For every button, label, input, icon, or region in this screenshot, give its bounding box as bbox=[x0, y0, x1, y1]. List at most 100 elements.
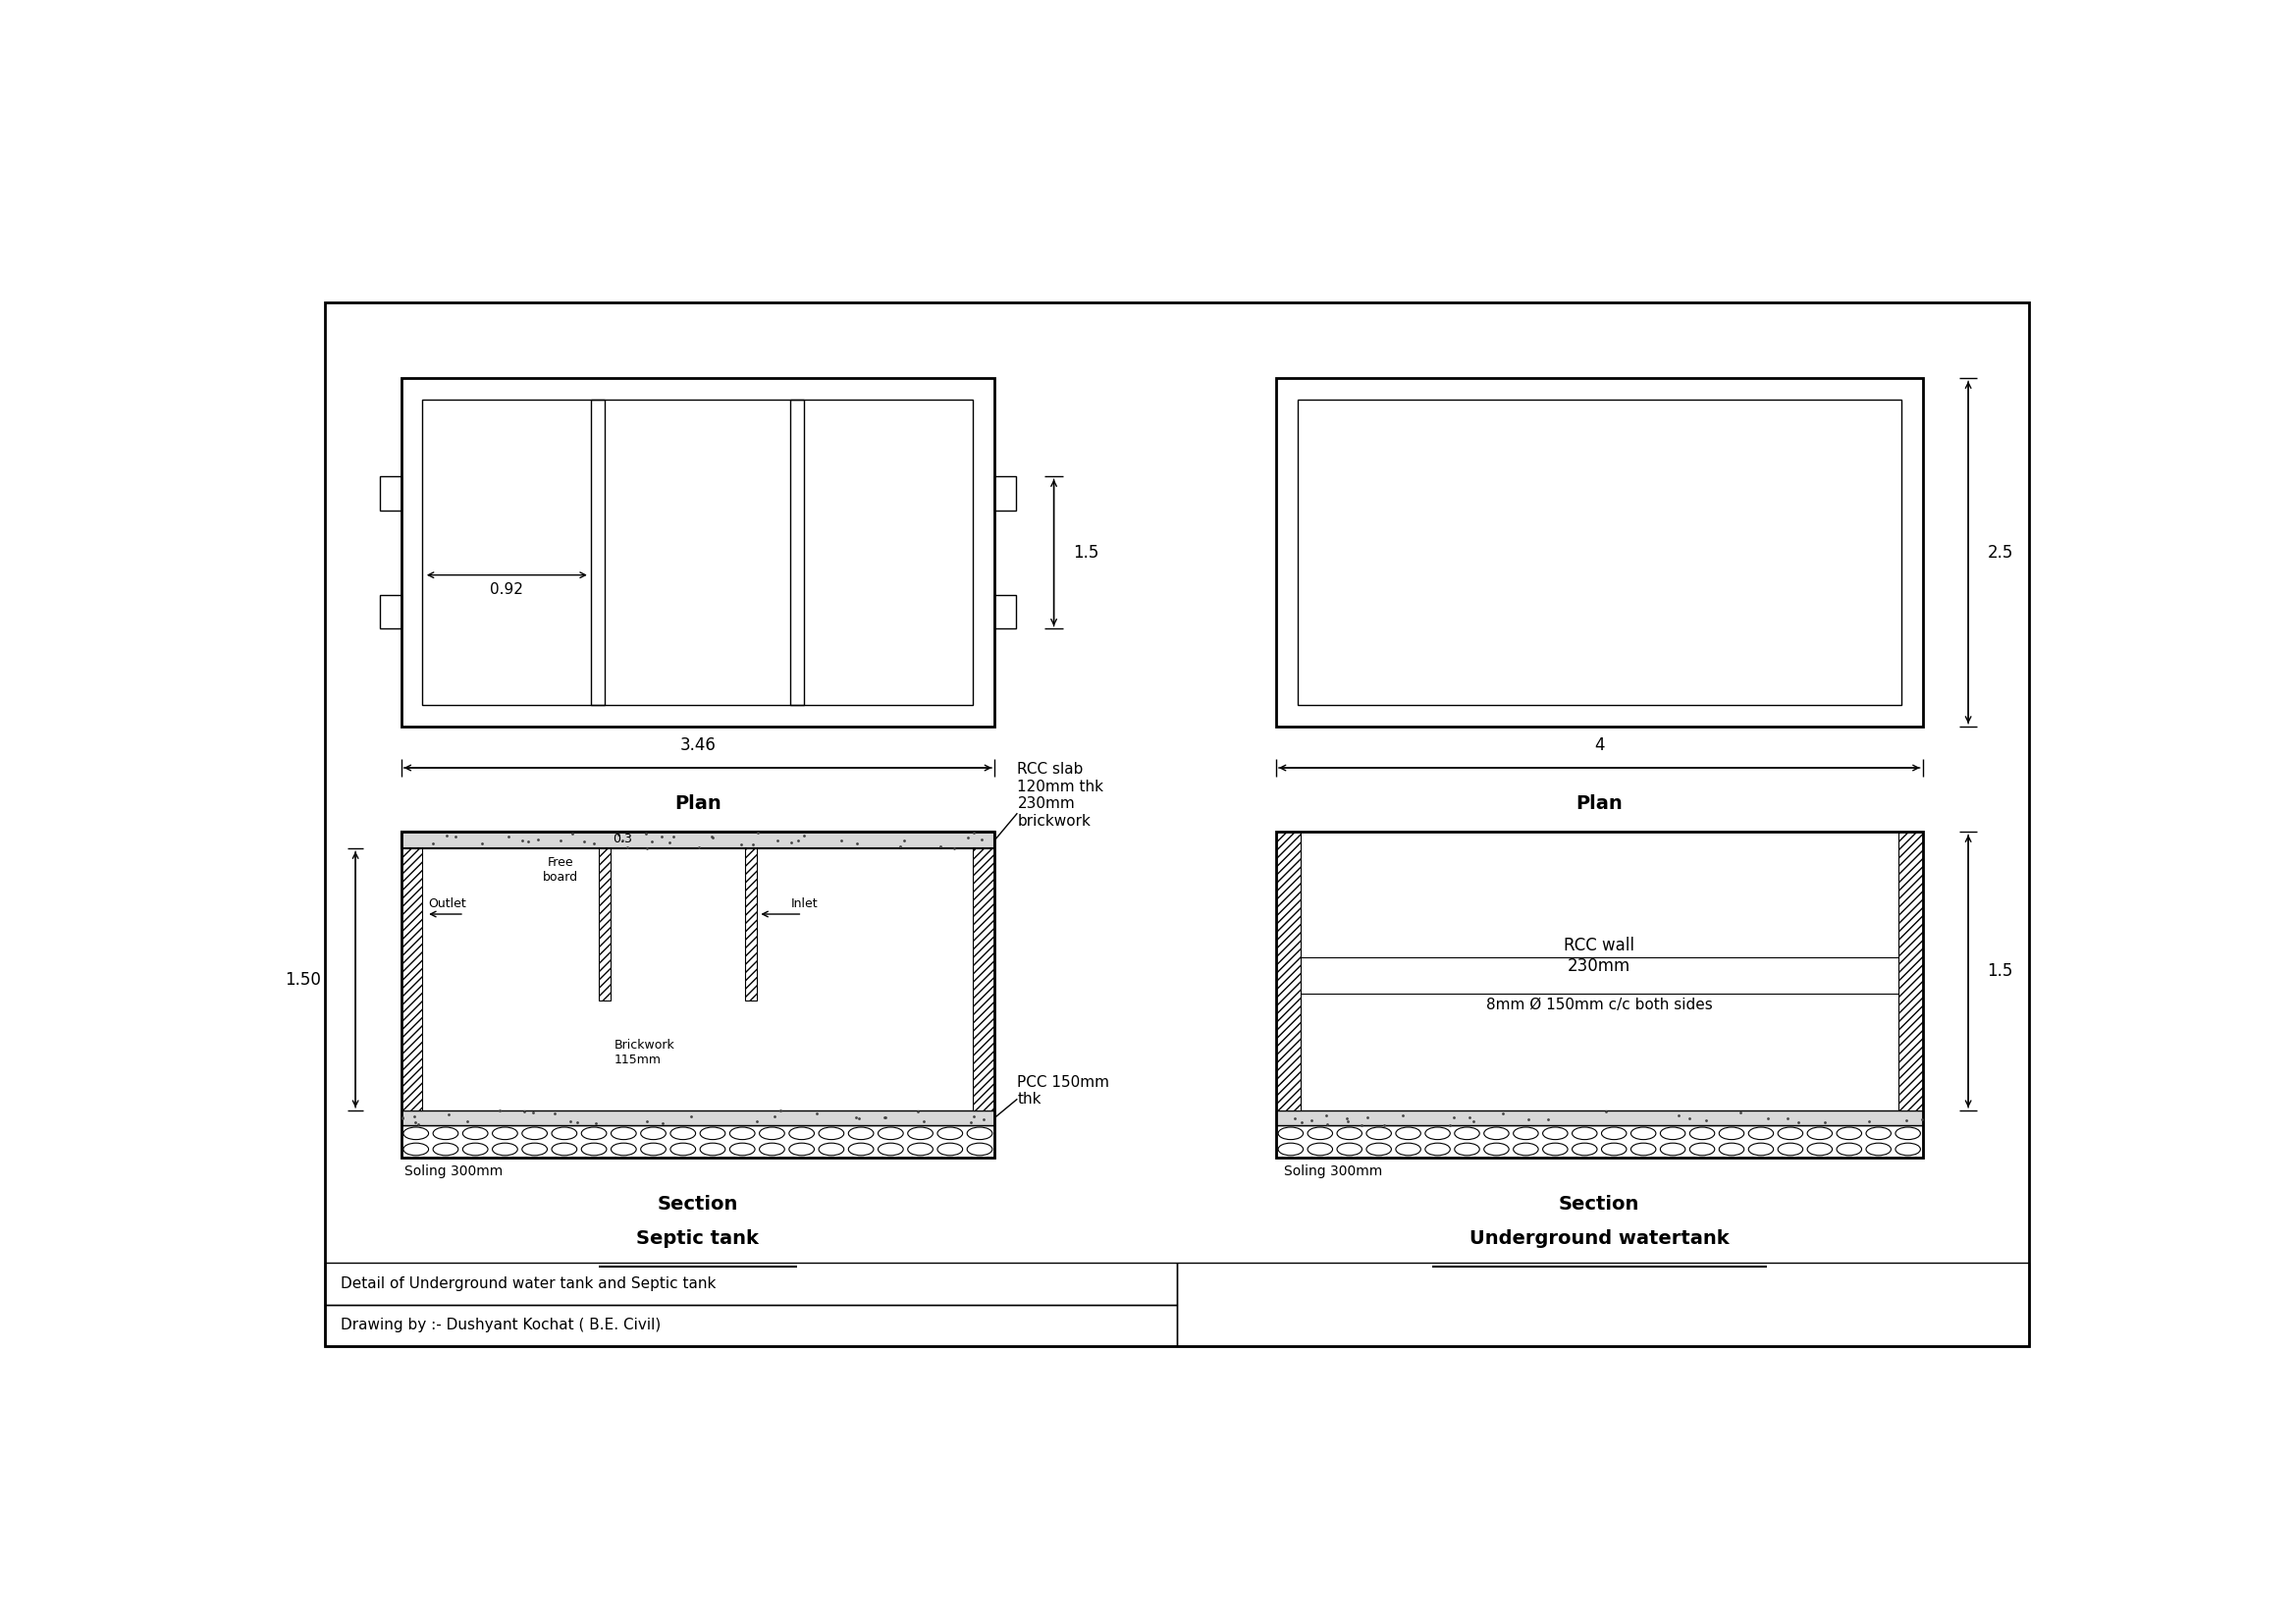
Ellipse shape bbox=[730, 1143, 755, 1156]
Ellipse shape bbox=[464, 1128, 487, 1139]
Ellipse shape bbox=[790, 1143, 815, 1156]
Ellipse shape bbox=[907, 1143, 932, 1156]
Ellipse shape bbox=[730, 1128, 755, 1139]
Bar bbox=[422, 399, 974, 704]
Text: Soling 300mm: Soling 300mm bbox=[1283, 1165, 1382, 1178]
Ellipse shape bbox=[1660, 1143, 1685, 1156]
Ellipse shape bbox=[491, 1128, 517, 1139]
Ellipse shape bbox=[581, 1143, 606, 1156]
Text: 1.5: 1.5 bbox=[1072, 544, 1100, 562]
Ellipse shape bbox=[1279, 1128, 1304, 1139]
Text: Underground watertank: Underground watertank bbox=[1469, 1229, 1729, 1248]
Bar bbox=[379, 477, 402, 511]
Text: Detail of Underground water tank and Septic tank: Detail of Underground water tank and Sep… bbox=[340, 1276, 716, 1292]
Bar bbox=[994, 596, 1015, 628]
Ellipse shape bbox=[700, 1143, 726, 1156]
Ellipse shape bbox=[641, 1143, 666, 1156]
Ellipse shape bbox=[1456, 1128, 1479, 1139]
Bar bbox=[402, 833, 994, 1157]
Ellipse shape bbox=[967, 1143, 992, 1156]
Text: 4: 4 bbox=[1593, 737, 1605, 755]
Ellipse shape bbox=[670, 1143, 696, 1156]
Bar bbox=[402, 1110, 994, 1125]
Ellipse shape bbox=[521, 1143, 546, 1156]
Ellipse shape bbox=[491, 1143, 517, 1156]
Ellipse shape bbox=[1690, 1128, 1715, 1139]
Text: Inlet: Inlet bbox=[790, 898, 817, 911]
Ellipse shape bbox=[1603, 1143, 1626, 1156]
Text: 0.3: 0.3 bbox=[613, 833, 631, 846]
Ellipse shape bbox=[1279, 1143, 1304, 1156]
Ellipse shape bbox=[1777, 1143, 1802, 1156]
Ellipse shape bbox=[1777, 1128, 1802, 1139]
Ellipse shape bbox=[700, 1128, 726, 1139]
Ellipse shape bbox=[434, 1143, 459, 1156]
Ellipse shape bbox=[1807, 1143, 1832, 1156]
Text: Soling 300mm: Soling 300mm bbox=[404, 1165, 503, 1178]
Text: PCC 150mm
thk: PCC 150mm thk bbox=[1017, 1074, 1109, 1107]
Ellipse shape bbox=[1837, 1143, 1862, 1156]
Bar bbox=[1277, 833, 1922, 1157]
Ellipse shape bbox=[1867, 1143, 1892, 1156]
Ellipse shape bbox=[1720, 1128, 1745, 1139]
Bar bbox=[402, 833, 994, 849]
Ellipse shape bbox=[1396, 1128, 1421, 1139]
Bar bbox=[379, 596, 402, 628]
Ellipse shape bbox=[551, 1143, 576, 1156]
Bar bbox=[994, 477, 1015, 511]
Ellipse shape bbox=[1543, 1143, 1568, 1156]
Text: 2.5: 2.5 bbox=[1988, 544, 2014, 562]
Ellipse shape bbox=[1309, 1143, 1332, 1156]
Text: RCC wall
230mm: RCC wall 230mm bbox=[1564, 936, 1635, 975]
Ellipse shape bbox=[850, 1128, 872, 1139]
Ellipse shape bbox=[404, 1128, 429, 1139]
Ellipse shape bbox=[551, 1128, 576, 1139]
Ellipse shape bbox=[1720, 1143, 1745, 1156]
Ellipse shape bbox=[820, 1128, 845, 1139]
Text: Plan: Plan bbox=[675, 794, 721, 813]
Text: Brickwork
115mm: Brickwork 115mm bbox=[613, 1039, 675, 1066]
Text: Septic tank: Septic tank bbox=[636, 1229, 760, 1248]
Text: Plan: Plan bbox=[1575, 794, 1623, 813]
Ellipse shape bbox=[1336, 1128, 1362, 1139]
Ellipse shape bbox=[611, 1128, 636, 1139]
Ellipse shape bbox=[1573, 1128, 1598, 1139]
Ellipse shape bbox=[464, 1143, 487, 1156]
Ellipse shape bbox=[1396, 1143, 1421, 1156]
Ellipse shape bbox=[1513, 1143, 1538, 1156]
Bar bbox=[1277, 378, 1922, 725]
Ellipse shape bbox=[521, 1128, 546, 1139]
Bar bbox=[1277, 1125, 1922, 1157]
Bar bbox=[592, 399, 604, 704]
Ellipse shape bbox=[1426, 1143, 1451, 1156]
Bar bbox=[402, 378, 994, 725]
Ellipse shape bbox=[967, 1128, 992, 1139]
Bar bbox=[790, 399, 804, 704]
Ellipse shape bbox=[1750, 1143, 1773, 1156]
Ellipse shape bbox=[611, 1143, 636, 1156]
Ellipse shape bbox=[1366, 1128, 1391, 1139]
Bar bbox=[402, 849, 422, 1110]
Ellipse shape bbox=[1896, 1143, 1919, 1156]
Bar bbox=[402, 1125, 994, 1157]
Ellipse shape bbox=[1660, 1128, 1685, 1139]
Bar bbox=[599, 849, 611, 1000]
Bar bbox=[326, 1305, 1178, 1345]
Bar bbox=[326, 1263, 1178, 1305]
Ellipse shape bbox=[670, 1128, 696, 1139]
Text: Section: Section bbox=[657, 1195, 739, 1214]
Ellipse shape bbox=[850, 1143, 872, 1156]
Ellipse shape bbox=[1483, 1128, 1508, 1139]
Text: 0.92: 0.92 bbox=[491, 583, 523, 597]
Ellipse shape bbox=[1513, 1128, 1538, 1139]
Bar bbox=[974, 849, 994, 1110]
Ellipse shape bbox=[1837, 1128, 1862, 1139]
Bar bbox=[1178, 1263, 2030, 1345]
Ellipse shape bbox=[907, 1128, 932, 1139]
Text: Drawing by :- Dushyant Kochat ( B.E. Civil): Drawing by :- Dushyant Kochat ( B.E. Civ… bbox=[340, 1318, 661, 1332]
Bar bbox=[326, 304, 2030, 1345]
Ellipse shape bbox=[1603, 1128, 1626, 1139]
Ellipse shape bbox=[434, 1128, 459, 1139]
Ellipse shape bbox=[877, 1143, 902, 1156]
Ellipse shape bbox=[1543, 1128, 1568, 1139]
